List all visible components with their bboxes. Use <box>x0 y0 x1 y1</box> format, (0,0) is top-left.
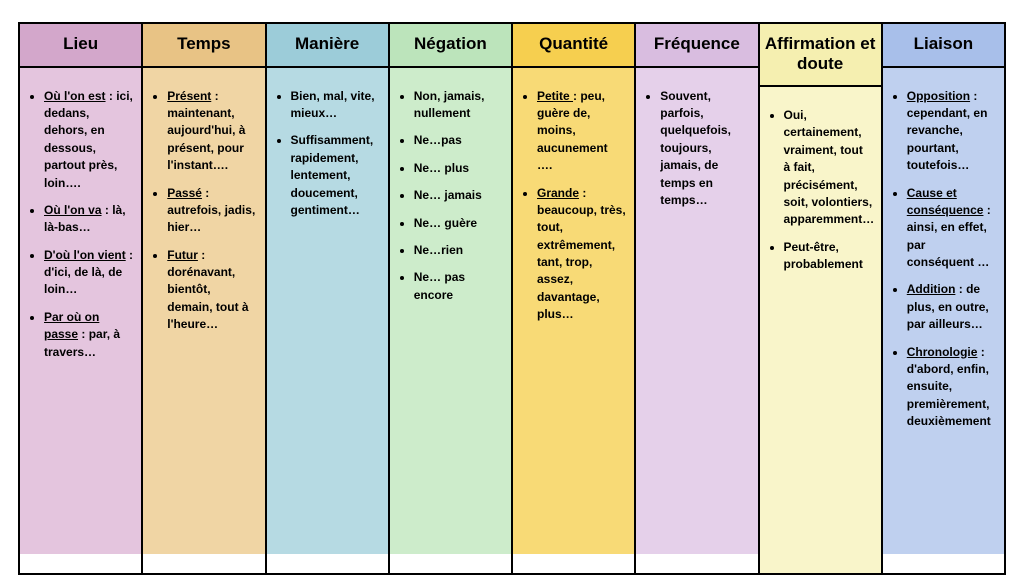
column-body-frequence: Souvent, parfois, quelquefois, toujours,… <box>636 68 757 554</box>
item-label: Ne… pas encore <box>414 270 465 301</box>
item-label: Futur <box>167 248 198 262</box>
column-header-frequence: Fréquence <box>636 24 757 68</box>
item-label: Ne… jamais <box>414 188 482 202</box>
item-label: Petite <box>537 89 573 103</box>
column-maniere: Manière Bien, mal, vite, mieux… Suffisamme… <box>265 24 388 573</box>
list-item: Oui, certainement, vraiment, tout à fait… <box>784 107 873 229</box>
column-negation: Négation Non, jamais, nullement Ne…pas Ne… … <box>388 24 511 573</box>
item-list: Souvent, parfois, quelquefois, toujours,… <box>644 88 749 210</box>
item-list: Oui, certainement, vraiment, tout à fait… <box>768 107 873 274</box>
list-item: Non, jamais, nullement <box>414 88 503 123</box>
list-item: Futur : dorénavant, bientôt, demain, tou… <box>167 247 256 334</box>
list-item: Ne…pas <box>414 132 503 149</box>
list-item: Présent : maintenant, aujourd'hui, à pré… <box>167 88 256 175</box>
list-item: Petite : peu, guère de, moins, aucunemen… <box>537 88 626 175</box>
item-label: Ne… guère <box>414 216 477 230</box>
column-body-maniere: Bien, mal, vite, mieux… Suffisamment, rap… <box>267 68 388 554</box>
list-item: Grande : beaucoup, très, tout, extrêmeme… <box>537 185 626 324</box>
list-item: D'où l'on vient : d'ici, de là, de loin… <box>44 247 133 299</box>
column-header-lieu: Lieu <box>20 24 141 68</box>
item-label: Passé <box>167 186 202 200</box>
column-frequence: Fréquence Souvent, parfois, quelquefois, … <box>634 24 757 573</box>
column-header-maniere: Manière <box>267 24 388 68</box>
item-list: Présent : maintenant, aujourd'hui, à pré… <box>151 88 256 334</box>
column-body-liaison: Opposition : cependant, en revanche, pou… <box>883 68 1004 554</box>
item-label: Suffisamment, rapidement, lentement, dou… <box>291 133 374 217</box>
list-item: Par où on passe : par, à travers… <box>44 309 133 361</box>
item-label: Cause et conséquence <box>907 186 984 217</box>
column-header-liaison: Liaison <box>883 24 1004 68</box>
list-item: Ne… plus <box>414 160 503 177</box>
column-header-quantite: Quantité <box>513 24 634 68</box>
list-item: Souvent, parfois, quelquefois, toujours,… <box>660 88 749 210</box>
list-item: Bien, mal, vite, mieux… <box>291 88 380 123</box>
item-label: Peut-être, probablement <box>784 240 863 271</box>
list-item: Peut-être, probablement <box>784 239 873 274</box>
column-quantite: Quantité Petite : peu, guère de, moins, a… <box>511 24 634 573</box>
column-header-temps: Temps <box>143 24 264 68</box>
item-rest: : ici, dedans, dehors, en dessous, parto… <box>44 89 133 190</box>
page-container: Lieu Où l'on est : ici, dedans, dehors, e… <box>0 0 1024 585</box>
list-item: Où l'on est : ici, dedans, dehors, en de… <box>44 88 133 192</box>
list-item: Où l'on va : là, là-bas… <box>44 202 133 237</box>
item-label: Grande <box>537 186 579 200</box>
item-label: Chronologie <box>907 345 978 359</box>
column-liaison: Liaison Opposition : cependant, en revanc… <box>881 24 1004 573</box>
item-label: Où l'on va <box>44 203 102 217</box>
column-header-negation: Négation <box>390 24 511 68</box>
column-affirmation: Affirmation et doute Oui, certainement, v… <box>758 24 881 573</box>
item-list: Bien, mal, vite, mieux… Suffisamment, rap… <box>275 88 380 220</box>
list-item: Ne… guère <box>414 215 503 232</box>
item-label: Ne… plus <box>414 161 469 175</box>
column-body-quantite: Petite : peu, guère de, moins, aucunemen… <box>513 68 634 554</box>
list-item: Passé : autrefois, jadis, hier… <box>167 185 256 237</box>
item-label: Souvent, parfois, quelquefois, toujours,… <box>660 89 731 207</box>
item-label: D'où l'on vient <box>44 248 126 262</box>
item-label: Addition <box>907 282 956 296</box>
column-header-affirmation: Affirmation et doute <box>760 24 881 87</box>
list-item: Cause et conséquence : ainsi, en effet, … <box>907 185 996 272</box>
list-item: Addition : de plus, en outre, par ailleu… <box>907 281 996 333</box>
item-label: Non, jamais, nullement <box>414 89 485 120</box>
item-label: Présent <box>167 89 211 103</box>
list-item: Suffisamment, rapidement, lentement, dou… <box>291 132 380 219</box>
item-list: Où l'on est : ici, dedans, dehors, en de… <box>28 88 133 361</box>
item-label: Ne…pas <box>414 133 462 147</box>
list-item: Opposition : cependant, en revanche, pou… <box>907 88 996 175</box>
column-body-affirmation: Oui, certainement, vraiment, tout à fait… <box>760 87 881 573</box>
item-rest: : beaucoup, très, tout, extrêmement, tan… <box>537 186 626 322</box>
column-body-temps: Présent : maintenant, aujourd'hui, à pré… <box>143 68 264 554</box>
list-item: Chronologie : d'abord, enfin, ensuite, p… <box>907 344 996 431</box>
item-list: Petite : peu, guère de, moins, aucunemen… <box>521 88 626 324</box>
list-item: Ne… jamais <box>414 187 503 204</box>
list-item: Ne…rien <box>414 242 503 259</box>
item-label: Oui, certainement, vraiment, tout à fait… <box>784 108 875 226</box>
item-label: Où l'on est <box>44 89 106 103</box>
item-list: Opposition : cependant, en revanche, pou… <box>891 88 996 431</box>
columns-grid: Lieu Où l'on est : ici, dedans, dehors, e… <box>18 22 1006 575</box>
item-label: Ne…rien <box>414 243 463 257</box>
item-label: Bien, mal, vite, mieux… <box>291 89 375 120</box>
column-body-negation: Non, jamais, nullement Ne…pas Ne… plus Ne… … <box>390 68 511 554</box>
item-list: Non, jamais, nullement Ne…pas Ne… plus Ne… … <box>398 88 503 305</box>
item-label: Opposition <box>907 89 970 103</box>
column-temps: Temps Présent : maintenant, aujourd'hui, … <box>141 24 264 573</box>
column-body-lieu: Où l'on est : ici, dedans, dehors, en de… <box>20 68 141 554</box>
column-lieu: Lieu Où l'on est : ici, dedans, dehors, e… <box>20 24 141 573</box>
list-item: Ne… pas encore <box>414 269 503 304</box>
